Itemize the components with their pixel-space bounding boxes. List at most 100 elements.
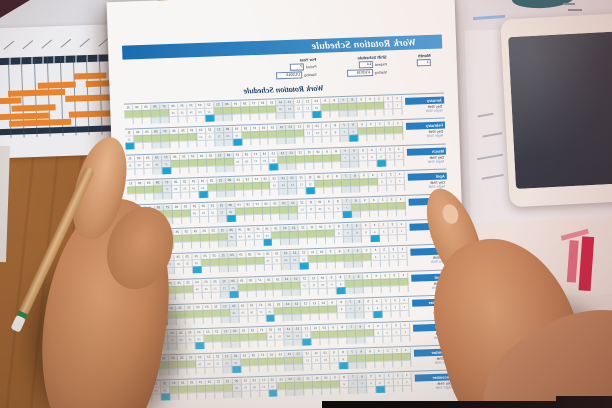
shift-cell	[152, 141, 162, 150]
shift-cell	[288, 187, 298, 195]
document-text-line	[563, 3, 575, 5]
teal-cell	[312, 110, 322, 119]
shift-cell	[386, 158, 396, 167]
shift-cell	[361, 235, 372, 243]
shift-cell	[367, 134, 377, 142]
shift-cell	[380, 259, 390, 268]
shift-cell	[312, 362, 322, 371]
shift-cell	[183, 266, 193, 274]
shift-cell	[317, 236, 327, 245]
shift-cell	[201, 266, 211, 274]
shift-cell	[272, 238, 282, 246]
shift-cell	[382, 310, 392, 318]
gantt-bar	[74, 72, 107, 80]
shift-cell	[234, 189, 244, 197]
shift-cell	[295, 388, 305, 397]
shift-cell	[352, 210, 362, 218]
shift-cell	[332, 160, 342, 168]
shift-cell	[320, 337, 330, 345]
shift-cell	[175, 292, 185, 300]
shift-cell	[236, 239, 246, 247]
shift-cell	[186, 342, 196, 350]
shift-cell	[344, 235, 354, 244]
shift-cell	[232, 113, 242, 122]
shift-cell	[237, 264, 247, 273]
shift-cell	[294, 363, 304, 371]
shift-cell	[344, 261, 355, 269]
shift-cell	[225, 189, 235, 197]
shift-cell	[200, 240, 210, 249]
shift-cell	[173, 241, 183, 250]
shift-cell	[351, 185, 361, 193]
shift-cell	[322, 387, 332, 396]
shift-cell	[357, 361, 367, 369]
shift-cell	[372, 285, 382, 293]
night-shift-label: Night Shift	[427, 159, 445, 164]
shift-cell	[319, 312, 329, 320]
shift-cell	[323, 160, 333, 169]
shift-cell	[204, 341, 214, 349]
shift-cell	[181, 216, 192, 224]
shift-cell	[134, 142, 144, 150]
shift-cell	[207, 190, 218, 198]
shift-cell	[241, 138, 252, 146]
gantt-axis-tick	[60, 38, 72, 49]
shift-cell	[284, 338, 295, 347]
shift-cell	[185, 317, 195, 325]
shift-cell	[315, 186, 325, 194]
shift-cell	[163, 191, 173, 200]
shift-cell	[231, 340, 241, 348]
shift-cell	[371, 260, 382, 268]
shift-cell	[212, 316, 222, 324]
month-label: Month	[417, 52, 431, 59]
shift-cell	[188, 140, 198, 148]
shift-cell	[296, 161, 306, 170]
shift-cell	[160, 116, 170, 124]
shift-cell	[348, 109, 358, 118]
shift-cell	[267, 112, 278, 120]
night-shift-label: Night Shift	[425, 108, 443, 114]
teal-cell	[266, 314, 276, 322]
repeat-label: Repeat	[375, 61, 387, 67]
shift-cell	[189, 190, 200, 199]
shift-cell	[135, 167, 145, 175]
document-text-line	[477, 153, 503, 160]
teal-cell	[263, 238, 273, 246]
shift-cell	[392, 334, 402, 343]
shift-cell	[198, 165, 208, 173]
shift-cell	[285, 363, 295, 372]
shift-cell	[353, 235, 363, 243]
shift-cell	[328, 312, 338, 320]
shift-cell	[358, 134, 368, 142]
shift-cell	[362, 260, 373, 268]
shift-cell	[187, 115, 197, 123]
shift-cell	[393, 108, 403, 116]
shift-cell	[227, 239, 237, 248]
shift-cell	[194, 316, 204, 325]
shift-cell	[383, 335, 393, 343]
document-text-line	[481, 173, 504, 180]
shift-cell	[297, 187, 307, 195]
teal-cell	[268, 389, 278, 398]
shift-cell	[279, 187, 289, 196]
shift-cell	[170, 393, 180, 401]
shift-cell	[375, 108, 385, 117]
teal-cell	[339, 362, 349, 370]
shift-cell	[220, 290, 230, 298]
document-text-line	[477, 112, 494, 117]
shift-cell	[171, 166, 181, 174]
shift-cell	[283, 313, 294, 321]
shift-cell	[215, 139, 225, 147]
shift-cell	[196, 367, 206, 375]
shift-cell	[246, 264, 256, 272]
shift-cell	[187, 392, 198, 400]
shift-cell	[321, 110, 331, 118]
dark-desk-edge	[322, 401, 612, 408]
shift-cell	[208, 215, 218, 223]
shift-cell	[360, 184, 370, 193]
teal-cell	[232, 138, 243, 147]
shift-cell	[292, 313, 303, 321]
month-label: March	[406, 147, 447, 156]
shift-cell	[282, 263, 292, 271]
